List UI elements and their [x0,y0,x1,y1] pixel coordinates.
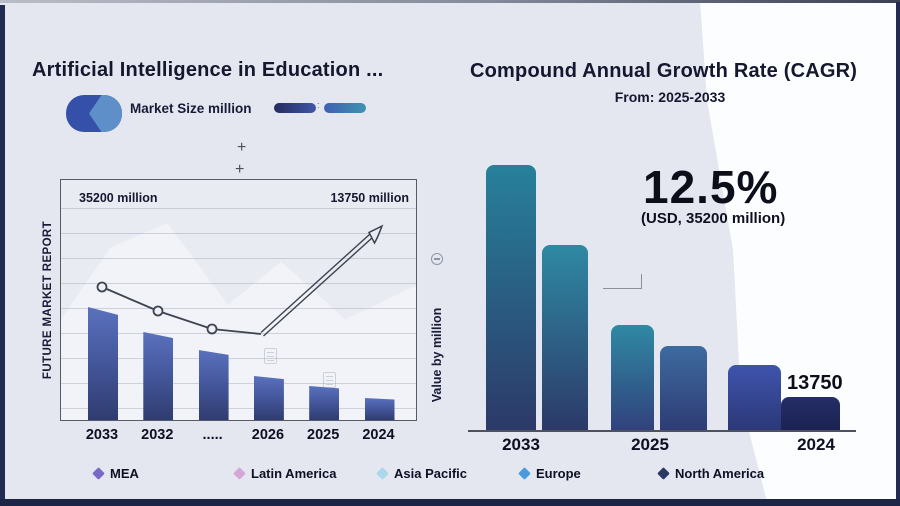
right-x-axis-line [468,430,856,432]
plus-icon: + [237,139,247,156]
gridline [61,208,416,209]
right-bar-2033 [486,165,536,431]
frame-left-edge [0,5,5,506]
watermark-doc-icon [323,372,336,388]
legend-label: Europe [536,466,581,481]
left-bar-2025 [309,386,340,420]
left-bar-..... [198,350,229,420]
legend-diamond-icon [233,467,246,480]
left-x-label: ..... [202,427,223,443]
value-by-million-label: Value by million [430,307,444,403]
ratio-pill-teal [324,103,366,113]
left-x-label: 2032 [141,427,174,443]
gridline [61,233,416,234]
annotation-35200: 35200 million [79,191,158,205]
frame-bottom-edge [0,499,900,506]
cylinder-icon [66,95,122,132]
gridline [61,358,416,359]
gridline [61,308,416,309]
left-x-label: 2025 [307,427,340,443]
gridline [61,383,416,384]
left-bar-chart: 35200 million 13750 million [60,179,417,421]
corner-bracket-decoration [603,274,642,289]
future-market-report-watermark: FUTURE MARKET REPORT [42,220,54,380]
left-chart-title: Artificial Intelligence in Education ... [32,59,384,81]
watermark-doc-icon [264,348,277,364]
left-bar-2032 [143,332,174,420]
ratio-pill-dark [274,103,316,113]
bar-value-13750: 13750 [787,372,843,394]
right-chart-subtitle: From: 2025-2033 [614,89,726,105]
left-bar-2026 [253,376,284,420]
legend-diamond-icon [518,467,531,480]
right-x-label: 2025 [631,435,669,454]
right-bar-2025 [611,325,654,431]
ratio-separator: : [317,100,320,110]
left-x-label: 2026 [251,427,285,443]
legend-label: MEA [110,466,139,481]
cagr-detail: (USD, 35200 million) [641,210,786,227]
frame-top-edge [0,0,900,3]
right-bar-2024 [728,365,781,431]
trend-line-arrow [96,224,384,337]
gridline [61,258,416,259]
legend-diamond-icon [92,467,105,480]
annotation-13750: 13750 million [330,191,409,205]
legend-label: North America [675,466,765,481]
left-bar-2024 [364,398,395,420]
right-bar-2033 [542,245,588,431]
market-size-legend-label: Market Size million [130,101,252,116]
right-chart-title: Compound Annual Growth Rate (CAGR) [470,60,858,82]
gridline [61,333,416,334]
legend-label: Asia Pacific [394,466,467,481]
legend-diamond-icon [657,467,670,480]
gridline [61,408,416,409]
plus-icon: + [235,161,245,178]
circled-minus-icon [431,253,443,265]
legend-label: Latin America [251,466,337,481]
right-bar-2024 [781,397,840,431]
frame-right-edge [896,2,900,506]
cylinder-cap [89,95,122,132]
right-x-label: 2024 [797,435,835,454]
legend-diamond-icon [376,467,389,480]
left-x-label: 2024 [362,427,395,443]
right-bar-2025 [660,346,707,431]
cagr-value: 12.5% [643,161,779,213]
left-bar-2033 [88,307,118,420]
gridline [61,283,416,284]
left-x-label: 2033 [85,427,119,443]
right-x-label: 2033 [502,435,540,454]
